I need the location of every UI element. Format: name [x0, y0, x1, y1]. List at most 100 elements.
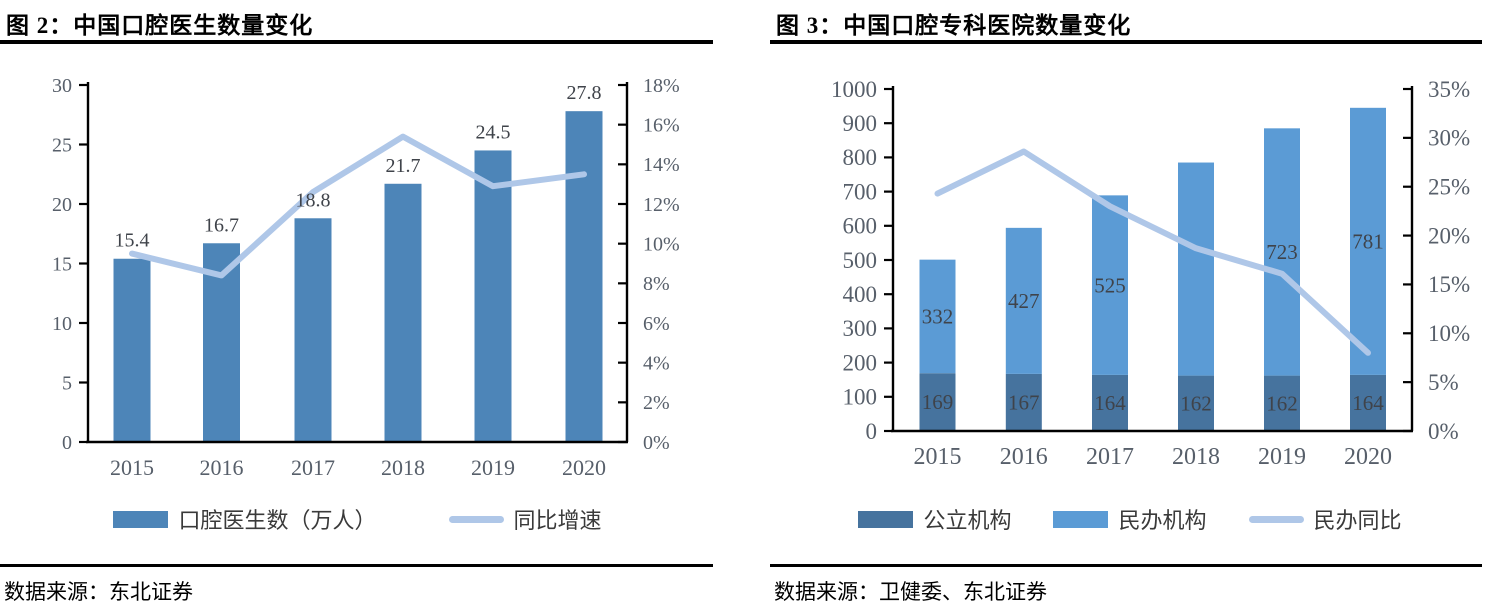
- bar-segment: [1350, 107, 1386, 375]
- bar-value-label: 18.8: [296, 189, 331, 211]
- right-axis-tick-label: 4%: [643, 352, 670, 374]
- right-axis-tick-label: 5%: [1428, 370, 1459, 395]
- right-axis-tick-label: 0%: [1428, 419, 1459, 444]
- bar-segment: [1005, 227, 1042, 374]
- x-axis-category-label: 2017: [291, 455, 335, 480]
- right-axis-tick-label: 20%: [1428, 223, 1470, 248]
- bar-value-label: 169: [922, 390, 954, 414]
- bar-swatch-icon: [858, 510, 914, 528]
- growth-line: [934, 148, 1371, 356]
- x-axis-category-label: 2019: [1258, 444, 1306, 470]
- legend-label: 民办机构: [1118, 508, 1207, 533]
- bar-value-label: 164: [1352, 391, 1384, 415]
- growth-line: [129, 133, 587, 279]
- bar-segment: [919, 259, 956, 374]
- x-axis-category-label: 2016: [200, 455, 244, 480]
- x-axis-category-label: 2020: [1344, 444, 1392, 470]
- bar-swatch-icon: [1053, 510, 1109, 528]
- left-axis-tick-label: 1000: [831, 77, 877, 102]
- bar-value-label: 16.7: [204, 214, 239, 236]
- bar-segment: [384, 183, 422, 442]
- figure3-legend: 公立机构 民办机构 民办同比: [770, 503, 1490, 535]
- x-axis-category-label: 2019: [471, 455, 515, 480]
- figure2-title: 图 2：中国口腔医生数量变化: [6, 13, 314, 38]
- figure2-legend: 口腔医生数（万人） 同比增速: [0, 503, 715, 535]
- right-axis-tick-label: 30%: [1428, 126, 1470, 151]
- bar-value-label: 162: [1266, 391, 1298, 415]
- figure2-source: 数据来源：东北证券: [4, 580, 193, 604]
- left-axis-tick-label: 5: [62, 372, 72, 394]
- x-axis-category-label: 2018: [1172, 444, 1220, 470]
- left-axis-tick-label: 600: [843, 214, 878, 239]
- left-axis-tick-label: 25: [52, 134, 72, 156]
- left-axis-tick-label: 700: [843, 179, 878, 204]
- figure3-source: 数据来源：卫健委、东北证券: [774, 580, 1047, 604]
- legend-item-private-yoy: 民办同比: [1248, 503, 1402, 535]
- bar-segment: [294, 218, 332, 442]
- right-axis-tick-label: 10%: [1428, 321, 1470, 346]
- left-axis-tick-label: 20: [52, 194, 72, 216]
- right-axis-tick-label: 14%: [643, 154, 680, 176]
- bar-segment: [1178, 162, 1214, 376]
- bar-segment: [1092, 195, 1128, 375]
- bar-value-label: 164: [1094, 391, 1126, 415]
- x-axis-category-label: 2017: [1086, 444, 1134, 470]
- right-axis-tick-label: 2%: [643, 392, 670, 414]
- bar-segment: [1350, 374, 1386, 431]
- figure2-panel: 图 2：中国口腔医生数量变化 0 5 10 15 20 25 30 0% 2% 4% 6% 8% 10%…: [0, 0, 715, 616]
- bar-segment: [474, 150, 512, 442]
- bar-value-label: 723: [1266, 240, 1298, 264]
- bar-value-label: 27.8: [567, 82, 602, 104]
- legend-label: 民办同比: [1313, 508, 1402, 533]
- legend-item-dentist-count: 口腔医生数（万人）: [113, 503, 377, 535]
- bar-value-label: 21.7: [386, 155, 421, 177]
- x-axis-category-label: 2020: [562, 455, 606, 480]
- legend-label: 公立机构: [923, 508, 1012, 533]
- figure3-chart: 0 100 200 300 400 500 600 700 800 900 1000 0% 5% 10% 1…: [831, 77, 1470, 470]
- right-axis-tick-label: 0%: [643, 432, 670, 454]
- bar-segment: [113, 258, 151, 442]
- left-axis-tick-label: 10: [52, 313, 72, 335]
- right-axis-tick-label: 6%: [643, 313, 670, 335]
- bar-segment: [1264, 128, 1300, 376]
- right-axis-tick-label: 8%: [643, 273, 670, 295]
- x-axis-category-label: 2015: [914, 444, 962, 470]
- figure2-source-rule: [0, 564, 713, 567]
- bar-value-label: 24.5: [476, 121, 511, 143]
- left-axis-tick-label: 800: [843, 145, 878, 170]
- bar-value-label: 781: [1352, 230, 1384, 254]
- x-axis-category-label: 2016: [1000, 444, 1048, 470]
- figure3-title-rule: [770, 40, 1482, 44]
- figure3-panel: 图 3：中国口腔专科医院数量变化 0 100 200 300 400 500 600 700 8…: [770, 0, 1490, 616]
- x-axis-category-label: 2015: [110, 455, 154, 480]
- right-axis-tick-label: 15%: [1428, 272, 1470, 297]
- bar-value-label: 162: [1180, 391, 1212, 415]
- right-axis-tick-label: 25%: [1428, 175, 1470, 200]
- bar-value-label: 525: [1094, 273, 1126, 297]
- bar-segment: [1005, 373, 1042, 431]
- left-axis-tick-label: 30: [52, 75, 72, 97]
- bar-segment: [1264, 375, 1300, 431]
- bar-value-label: 167: [1008, 391, 1040, 415]
- legend-item-yoy-growth: 同比增速: [448, 503, 602, 535]
- right-axis-tick-label: 16%: [643, 114, 680, 136]
- left-axis-tick-label: 400: [843, 282, 878, 307]
- figure3-source-rule: [770, 564, 1482, 567]
- left-axis-tick-label: 500: [843, 248, 878, 273]
- bar-value-label: 15.4: [115, 230, 150, 252]
- left-axis-tick-label: 100: [843, 385, 878, 410]
- bar-segment: [1178, 375, 1214, 431]
- legend-label: 口腔医生数（万人）: [178, 508, 377, 533]
- legend-label: 同比增速: [513, 508, 602, 533]
- left-axis-tick-label: 0: [62, 432, 72, 454]
- left-axis-tick-label: 900: [843, 111, 878, 136]
- x-axis-category-label: 2018: [381, 455, 425, 480]
- left-axis-tick-label: 200: [843, 350, 878, 375]
- right-axis-tick-label: 18%: [643, 75, 680, 97]
- right-axis-tick-label: 12%: [643, 194, 680, 216]
- left-axis-tick-label: 15: [52, 253, 72, 275]
- bar-value-label: 332: [922, 305, 954, 329]
- bar-swatch-icon: [113, 510, 169, 528]
- right-axis-tick-label: 35%: [1428, 77, 1470, 102]
